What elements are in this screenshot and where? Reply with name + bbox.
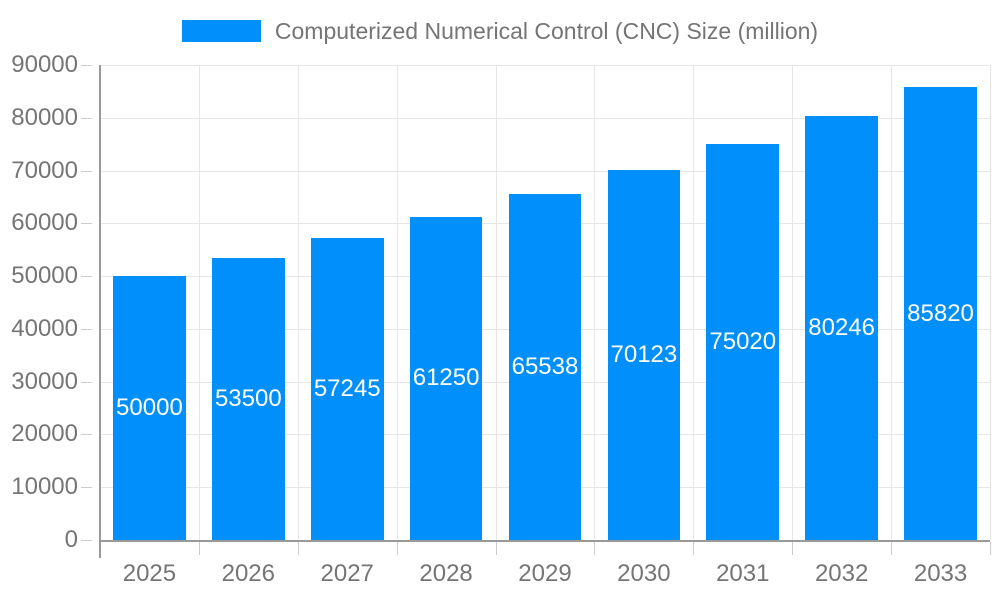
- x-axis-tick: [198, 542, 200, 555]
- y-axis-tick: [81, 487, 92, 489]
- bar-value-label: 57245: [313, 374, 381, 402]
- bar-2033[interactable]: 85820: [904, 87, 977, 540]
- h-gridline: [100, 65, 990, 66]
- bar-value-label: 75020: [709, 328, 777, 356]
- bar-2027[interactable]: 57245: [310, 237, 384, 540]
- legend[interactable]: Computerized Numerical Control (CNC) Siz…: [0, 17, 1000, 45]
- y-axis-tick: [81, 117, 92, 119]
- y-axis-tick: [81, 434, 92, 436]
- h-gridline: [100, 117, 990, 119]
- v-gridline: [990, 65, 991, 540]
- v-gridline: [495, 65, 497, 540]
- x-axis-tick: [792, 542, 794, 555]
- y-tick-label: 70000: [11, 156, 78, 184]
- y-axis-tick: [81, 65, 92, 66]
- h-gridline: [100, 170, 990, 172]
- legend-swatch: [181, 20, 261, 42]
- y-tick-label: 80000: [11, 103, 78, 131]
- y-tick-label: 10000: [11, 473, 78, 501]
- x-tick-label: 2025: [122, 560, 177, 587]
- x-tick-label: 2033: [913, 560, 968, 587]
- x-tick-label: 2026: [221, 560, 275, 587]
- x-axis-tick: [396, 542, 398, 555]
- y-tick-label: 60000: [11, 209, 78, 237]
- bar-value-label: 61250: [412, 364, 480, 392]
- x-tick-label: 2027: [320, 560, 374, 587]
- bar-2031[interactable]: 75020: [706, 144, 780, 540]
- bar-value-label: 80246: [808, 314, 876, 342]
- bar-value-label: 65538: [511, 353, 579, 381]
- bar-2030[interactable]: 70123: [607, 169, 681, 540]
- x-tick-label: 2031: [716, 560, 770, 587]
- x-tick-label: 2030: [617, 560, 671, 587]
- x-axis-line: [99, 540, 990, 542]
- x-tick-label: 2032: [814, 560, 869, 587]
- y-tick-label: 40000: [11, 314, 78, 342]
- x-tick-label: 2028: [419, 560, 473, 587]
- y-tick-label: 0: [64, 526, 78, 553]
- bar-value-label: 85820: [907, 299, 974, 327]
- bar-value-label: 53500: [214, 384, 282, 412]
- x-axis-tick: [693, 542, 695, 555]
- v-gridline: [297, 65, 299, 540]
- bar-value-label: 50000: [116, 394, 183, 422]
- y-axis-tick: [81, 170, 92, 172]
- x-axis-tick: [495, 542, 497, 555]
- bar-2025[interactable]: 50000: [113, 276, 186, 540]
- y-axis-tick: [81, 223, 92, 225]
- y-axis-tick: [81, 381, 92, 383]
- v-gridline: [891, 65, 893, 540]
- v-gridline: [594, 65, 596, 540]
- y-tick-label: 20000: [11, 420, 78, 448]
- bar-2028[interactable]: 61250: [409, 216, 483, 540]
- bar-2026[interactable]: 53500: [211, 257, 285, 540]
- y-axis-line: [99, 65, 101, 558]
- v-gridline: [198, 65, 200, 540]
- bar-value-label: 70123: [610, 340, 678, 368]
- y-tick-label: 50000: [11, 262, 78, 290]
- x-tick-label: 2029: [518, 560, 572, 587]
- y-tick-label: 90000: [11, 51, 78, 78]
- y-axis-tick: [81, 540, 92, 541]
- bar-2029[interactable]: 65538: [508, 194, 582, 540]
- y-tick-label: 30000: [11, 367, 78, 395]
- legend-label: Computerized Numerical Control (CNC) Siz…: [274, 17, 819, 44]
- y-axis-tick: [81, 276, 92, 278]
- v-gridline: [693, 65, 695, 540]
- y-axis-tick: [81, 328, 92, 330]
- x-axis-tick: [594, 542, 596, 555]
- x-axis-tick: [990, 542, 991, 555]
- v-gridline: [792, 65, 794, 540]
- x-axis-tick: [891, 542, 893, 555]
- x-axis-tick: [297, 542, 299, 555]
- bar-2032[interactable]: 80246: [805, 116, 878, 540]
- v-gridline: [396, 65, 398, 540]
